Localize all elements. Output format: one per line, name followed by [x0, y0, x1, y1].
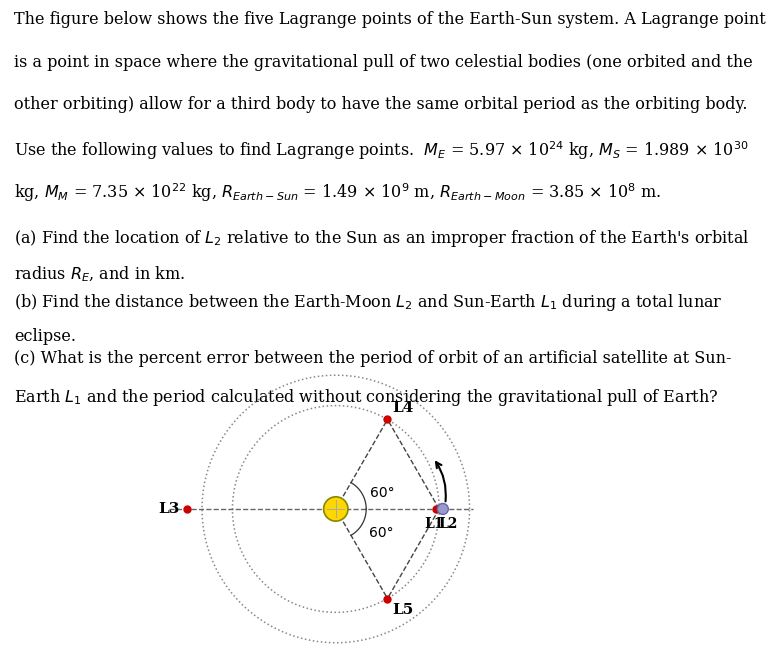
Text: eclipse.: eclipse.: [14, 328, 76, 344]
Text: L1: L1: [424, 518, 444, 531]
Text: (a) Find the location of $L_2$ relative to the Sun as an improper fraction of th: (a) Find the location of $L_2$ relative …: [14, 227, 750, 249]
Text: L2: L2: [438, 518, 457, 531]
Text: (c) What is the percent error between the period of orbit of an artificial satel: (c) What is the percent error between th…: [14, 350, 732, 367]
Circle shape: [438, 504, 448, 514]
Text: L5: L5: [392, 603, 413, 617]
Text: Use the following values to find Lagrange points.  $M_E$ = 5.97 $\times$ 10$^{24: Use the following values to find Lagrang…: [14, 139, 749, 161]
Text: kg, $M_M$ = 7.35 $\times$ 10$^{22}$ kg, $R_{Earth-Sun}$ = 1.49 $\times$ 10$^9$ m: kg, $M_M$ = 7.35 $\times$ 10$^{22}$ kg, …: [14, 181, 661, 204]
Text: other orbiting) allow for a third body to have the same orbital period as the or: other orbiting) allow for a third body t…: [14, 97, 747, 113]
Text: L3: L3: [159, 502, 180, 516]
Text: radius $R_E$, and in km.: radius $R_E$, and in km.: [14, 264, 185, 284]
Text: Earth $L_1$ and the period calculated without considering the gravitational pull: Earth $L_1$ and the period calculated wi…: [14, 387, 718, 408]
Text: 60°: 60°: [370, 486, 395, 500]
Text: 60°: 60°: [369, 526, 393, 540]
Circle shape: [324, 497, 348, 521]
Text: is a point in space where the gravitational pull of two celestial bodies (one or: is a point in space where the gravitatio…: [14, 54, 753, 71]
Text: The figure below shows the five Lagrange points of the Earth-Sun system. A Lagra: The figure below shows the five Lagrange…: [14, 11, 766, 28]
Text: L4: L4: [392, 401, 413, 414]
Text: (b) Find the distance between the Earth-Moon $L_2$ and Sun-Earth $L_1$ during a : (b) Find the distance between the Earth-…: [14, 292, 722, 313]
